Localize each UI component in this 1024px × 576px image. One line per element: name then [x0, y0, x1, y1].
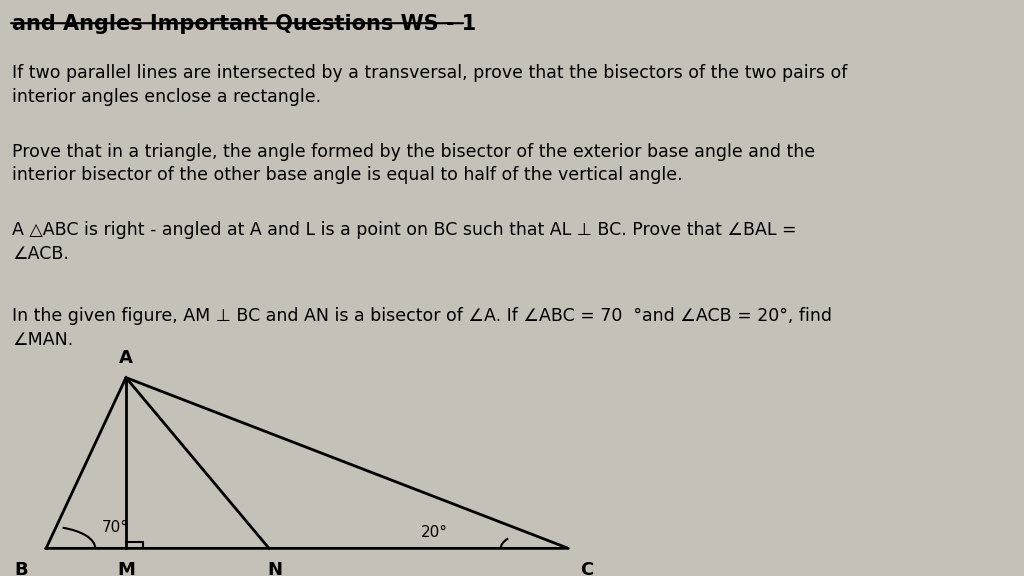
Text: A: A — [119, 348, 133, 367]
Text: If two parallel lines are intersected by a transversal, prove that the bisectors: If two parallel lines are intersected by… — [12, 65, 848, 106]
Text: A △ABC is right - angled at A and L is a point on BC such that AL ⊥ BC. Prove th: A △ABC is right - angled at A and L is a… — [12, 221, 797, 263]
Text: and Angles Important Questions WS - 1: and Angles Important Questions WS - 1 — [12, 14, 476, 35]
Text: Prove that in a triangle, the angle formed by the bisector of the exterior base : Prove that in a triangle, the angle form… — [12, 143, 815, 184]
Text: 70°: 70° — [101, 520, 128, 535]
Text: C: C — [581, 562, 593, 576]
Text: 20°: 20° — [421, 525, 447, 540]
Text: B: B — [14, 562, 29, 576]
Text: In the given figure, AM ⊥ BC and AN is a bisector of ∠A. If ∠ABC = 70  °and ∠ACB: In the given figure, AM ⊥ BC and AN is a… — [12, 307, 833, 348]
Text: N: N — [267, 562, 283, 576]
Text: M: M — [117, 562, 135, 576]
